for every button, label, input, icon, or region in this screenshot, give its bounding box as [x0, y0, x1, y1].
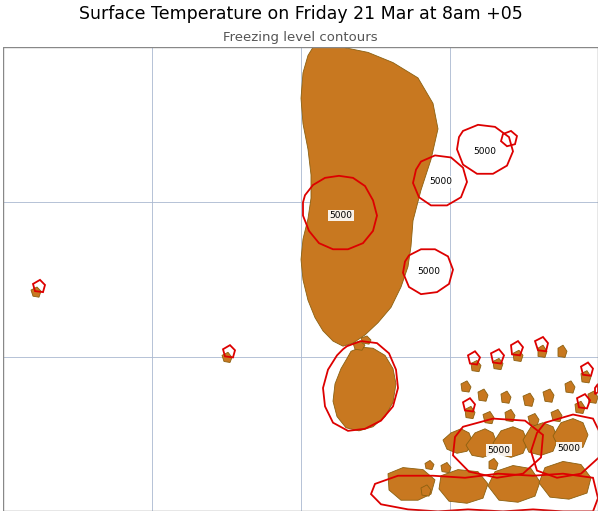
- Polygon shape: [461, 381, 471, 392]
- Polygon shape: [575, 401, 585, 413]
- Polygon shape: [513, 350, 523, 361]
- Polygon shape: [488, 466, 540, 502]
- Polygon shape: [528, 413, 539, 426]
- Text: 5000: 5000: [329, 211, 353, 220]
- Text: 5000: 5000: [418, 267, 441, 276]
- Polygon shape: [543, 389, 554, 402]
- Text: Freezing level contours: Freezing level contours: [223, 31, 378, 44]
- Polygon shape: [551, 410, 562, 421]
- Text: 5000: 5000: [474, 147, 496, 156]
- Polygon shape: [523, 423, 558, 455]
- Polygon shape: [493, 358, 503, 370]
- Polygon shape: [588, 391, 598, 403]
- Polygon shape: [538, 345, 547, 357]
- Polygon shape: [443, 429, 473, 453]
- Polygon shape: [489, 458, 498, 470]
- Polygon shape: [465, 407, 475, 418]
- Polygon shape: [421, 485, 431, 496]
- Text: Surface Temperature on Friday 21 Mar at 8am +05: Surface Temperature on Friday 21 Mar at …: [79, 5, 522, 23]
- Polygon shape: [539, 462, 591, 499]
- Text: 5000: 5000: [558, 444, 581, 453]
- Polygon shape: [523, 393, 534, 407]
- Polygon shape: [471, 360, 481, 372]
- Polygon shape: [333, 347, 396, 431]
- Polygon shape: [441, 463, 451, 473]
- Polygon shape: [353, 341, 365, 350]
- Polygon shape: [222, 352, 232, 362]
- Polygon shape: [31, 287, 41, 297]
- Polygon shape: [425, 461, 434, 470]
- Polygon shape: [553, 418, 588, 451]
- Polygon shape: [466, 429, 497, 457]
- Polygon shape: [483, 412, 494, 424]
- Polygon shape: [439, 470, 488, 503]
- Polygon shape: [388, 468, 435, 500]
- Text: 5000: 5000: [487, 446, 510, 455]
- Polygon shape: [478, 389, 488, 401]
- Polygon shape: [301, 47, 438, 346]
- Polygon shape: [581, 371, 591, 383]
- Polygon shape: [505, 410, 515, 421]
- Polygon shape: [558, 345, 567, 357]
- Polygon shape: [493, 427, 528, 457]
- Polygon shape: [361, 336, 371, 344]
- Polygon shape: [565, 381, 575, 393]
- Polygon shape: [501, 391, 511, 403]
- Text: 5000: 5000: [430, 177, 453, 187]
